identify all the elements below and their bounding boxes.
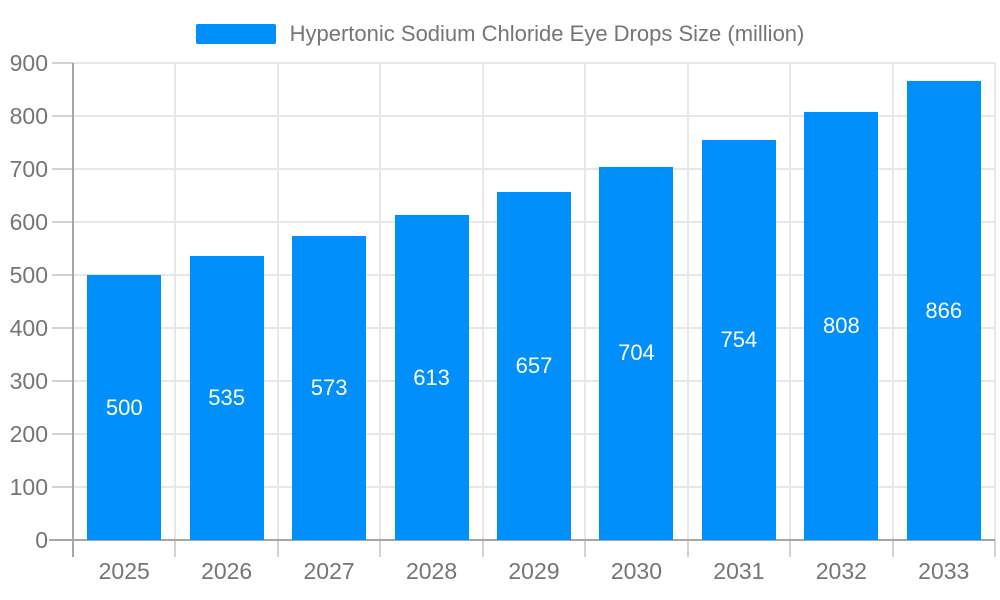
x-axis-label: 2027 — [303, 558, 355, 584]
legend-marker-icon — [195, 24, 276, 44]
y-axis-tick — [52, 433, 73, 435]
y-axis-tick — [52, 168, 73, 170]
gridline-horizontal — [73, 62, 995, 64]
y-axis-tick — [52, 221, 73, 223]
y-axis-tick — [52, 115, 73, 117]
gridline-vertical — [994, 63, 996, 540]
gridline-vertical — [584, 63, 587, 540]
bar[interactable] — [701, 140, 776, 540]
x-axis-tick — [72, 540, 74, 557]
x-axis-label: 2030 — [610, 558, 663, 584]
gridline-vertical — [891, 63, 894, 540]
y-axis-label: 200 — [9, 421, 48, 447]
y-axis-label: 0 — [35, 527, 48, 553]
y-axis-label: 300 — [9, 368, 48, 394]
bar[interactable] — [292, 236, 367, 540]
legend-label: Hypertonic Sodium Chloride Eye Drops Siz… — [289, 21, 805, 46]
y-axis-line — [72, 63, 74, 557]
gridline-vertical — [276, 63, 279, 540]
x-axis-tick — [891, 540, 894, 557]
gridline-vertical — [481, 63, 484, 540]
chart-legend[interactable]: Hypertonic Sodium Chloride Eye Drops Siz… — [0, 20, 1000, 48]
y-axis-label: 700 — [9, 156, 48, 182]
y-axis-label: 400 — [9, 315, 48, 341]
x-axis-label: 2026 — [201, 558, 253, 584]
y-axis-tick — [52, 327, 73, 329]
y-axis-label: 500 — [9, 262, 48, 288]
x-axis-tick — [481, 540, 484, 557]
bar[interactable] — [87, 275, 162, 540]
x-axis-tick — [379, 540, 382, 557]
gridline-vertical — [686, 63, 689, 540]
y-axis-tick — [52, 274, 73, 276]
y-axis-tick — [52, 486, 73, 488]
x-axis-label: 2025 — [98, 558, 150, 584]
y-axis-label: 800 — [9, 103, 48, 129]
bar[interactable] — [906, 81, 981, 540]
x-axis-tick — [686, 540, 689, 557]
y-axis-label: 100 — [9, 474, 48, 500]
bar[interactable] — [599, 166, 674, 540]
y-axis-label: 900 — [9, 50, 48, 76]
x-axis-label: 2032 — [815, 558, 867, 584]
y-axis-tick — [52, 380, 73, 382]
x-axis-tick — [276, 540, 279, 557]
bar[interactable] — [804, 111, 879, 540]
x-axis-label: 2028 — [405, 558, 458, 584]
gridline-vertical — [379, 63, 382, 540]
x-axis-label: 2029 — [508, 558, 560, 584]
bar[interactable] — [189, 256, 264, 540]
gridline-vertical — [789, 63, 792, 540]
bar[interactable] — [394, 215, 469, 540]
gridline-vertical — [174, 63, 177, 540]
y-axis-tick — [52, 62, 73, 64]
x-axis-tick — [174, 540, 177, 557]
x-axis-label: 2033 — [918, 558, 970, 584]
x-axis-label: 2031 — [713, 558, 765, 584]
y-axis-label: 600 — [9, 209, 48, 235]
x-axis-tick — [789, 540, 792, 557]
x-axis-tick — [994, 540, 996, 557]
x-axis-tick — [584, 540, 587, 557]
bar[interactable] — [497, 191, 571, 540]
